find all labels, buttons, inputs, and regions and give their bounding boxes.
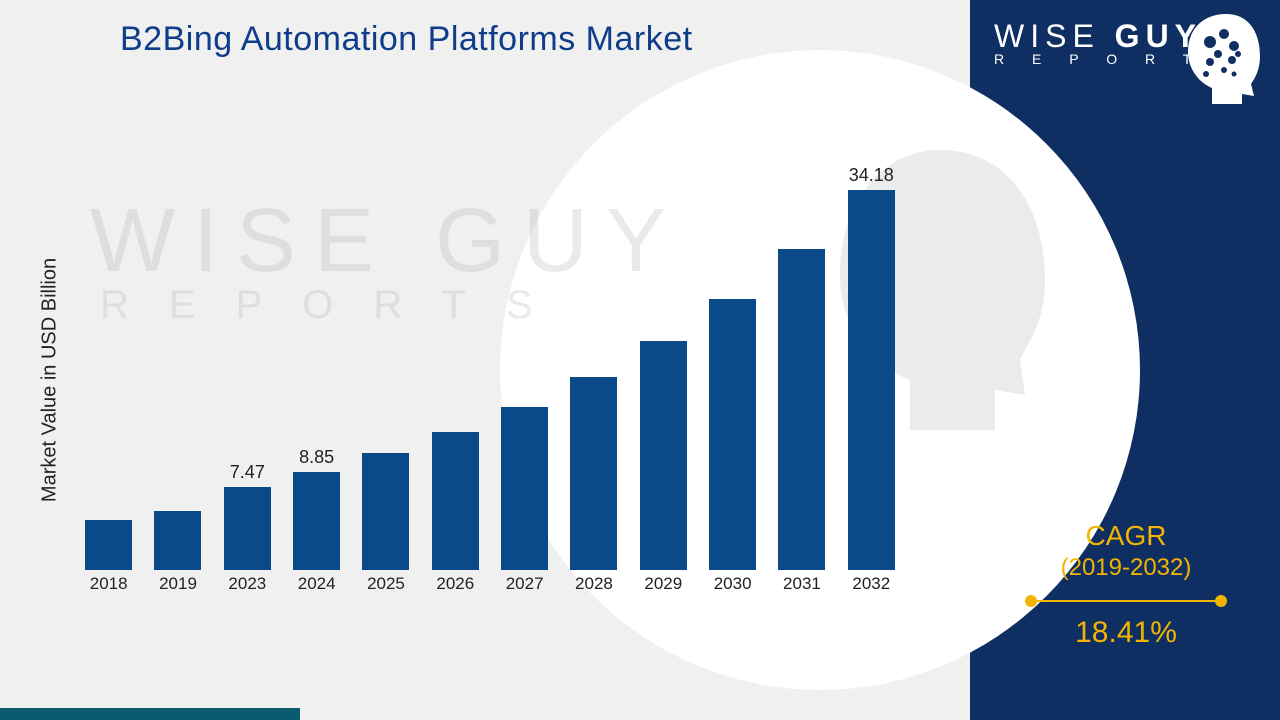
brand-name-a: WISE	[994, 18, 1100, 54]
x-axis-label: 2025	[357, 574, 414, 600]
bar-chart: 7.478.8534.18 20182019202320242025202620…	[80, 170, 900, 600]
cagr-value: 18.41%	[1006, 616, 1246, 650]
bar	[362, 453, 409, 570]
stage: WISE GUY REPORTS B2Bing Automation Platf…	[0, 0, 1280, 720]
bar-value-label: 8.85	[288, 447, 345, 468]
x-axis-label: 2027	[496, 574, 553, 600]
bar-wrap	[496, 170, 553, 570]
x-axis-label: 2028	[565, 574, 622, 600]
x-axis-label: 2019	[149, 574, 206, 600]
bar-wrap	[80, 170, 137, 570]
bottom-accent-strip	[0, 708, 300, 720]
y-axis-label: Market Value in USD Billion	[39, 258, 62, 502]
x-axis-label: 2031	[773, 574, 830, 600]
bar-wrap	[149, 170, 206, 570]
bar-wrap	[704, 170, 761, 570]
bar-wrap	[773, 170, 830, 570]
bar-wrap	[565, 170, 622, 570]
bar	[778, 249, 825, 570]
bar	[85, 520, 132, 570]
brand-head-icon	[1178, 12, 1262, 106]
bar	[224, 487, 271, 570]
bars-container: 7.47 8.85 34.18	[80, 170, 900, 570]
cagr-title: CAGR	[1006, 520, 1246, 552]
bar	[848, 190, 895, 570]
bar	[501, 407, 548, 570]
x-axis-label: 2029	[635, 574, 692, 600]
bar	[154, 511, 201, 570]
bar-value-label: 34.18	[843, 165, 900, 186]
x-axis-label: 2018	[80, 574, 137, 600]
bar-wrap	[427, 170, 484, 570]
bar	[570, 377, 617, 570]
cagr-period: (2019-2032)	[1006, 554, 1246, 582]
x-axis-label: 2026	[427, 574, 484, 600]
chart-title: B2Bing Automation Platforms Market	[120, 20, 693, 59]
x-axis-label: 2032	[843, 574, 900, 600]
bar	[293, 472, 340, 570]
bar-wrap: 7.47	[219, 170, 276, 570]
bar	[709, 299, 756, 570]
bar	[432, 432, 479, 570]
x-axis-labels: 2018 2019 2023 2024 2025 2026 2027 2028 2029 2030…	[80, 574, 900, 600]
bar-wrap	[357, 170, 414, 570]
cagr-divider-line	[1031, 600, 1221, 602]
x-axis-label: 2023	[219, 574, 276, 600]
x-axis-label: 2024	[288, 574, 345, 600]
x-axis-label: 2030	[704, 574, 761, 600]
bar-wrap: 8.85	[288, 170, 345, 570]
bar	[640, 341, 687, 570]
bar-wrap	[635, 170, 692, 570]
bar-wrap: 34.18	[843, 170, 900, 570]
bar-value-label: 7.47	[219, 462, 276, 483]
cagr-block: CAGR (2019-2032) 18.41%	[1006, 520, 1246, 650]
brand-logo: WISE GUY R E P O R T S	[994, 18, 1256, 67]
